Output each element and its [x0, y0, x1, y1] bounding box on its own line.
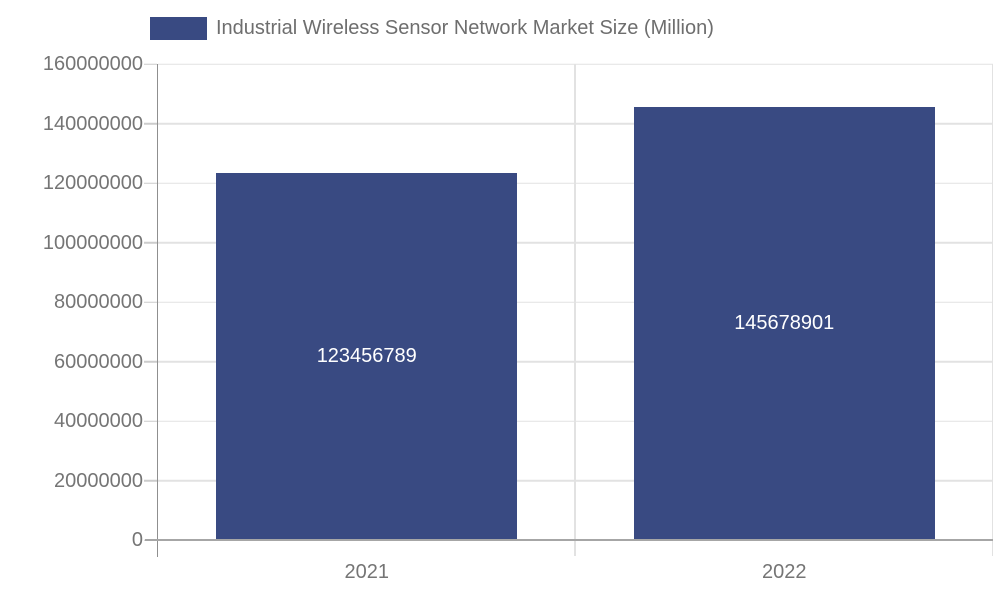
- gridline-vertical: [991, 64, 993, 556]
- x-tick-label: 2022: [762, 561, 807, 583]
- y-tick-mark: [144, 122, 157, 125]
- gridline-horizontal: [158, 479, 993, 482]
- y-tick-mark: [144, 360, 157, 363]
- y-tick-label: 20000000: [54, 469, 143, 492]
- gridline-horizontal: [158, 241, 993, 244]
- x-tick-label: 2021: [344, 561, 390, 583]
- y-tick-label: 80000000: [54, 291, 143, 313]
- y-tick-mark: [144, 420, 157, 422]
- y-tick-label: 0: [131, 529, 143, 551]
- y-tick-label: 100000000: [42, 231, 143, 254]
- y-tick-mark: [144, 301, 157, 303]
- y-tick-label: 60000000: [54, 350, 143, 373]
- gridline-horizontal: [158, 301, 993, 303]
- category-cell: 123456789: [158, 64, 576, 540]
- y-tick-mark: [144, 479, 157, 482]
- gridline-horizontal: [158, 182, 993, 184]
- gridline-horizontal: [158, 122, 993, 125]
- legend-swatch: [150, 17, 207, 40]
- bar-2022[interactable]: 145678901: [633, 106, 935, 540]
- y-axis-ticks: [144, 63, 157, 541]
- y-tick-mark: [144, 241, 157, 244]
- legend-item[interactable]: Industrial Wireless Sensor Network Marke…: [150, 17, 714, 40]
- y-tick-label: 120000000: [42, 172, 143, 194]
- y-tick-label: 40000000: [54, 410, 143, 432]
- gridline-horizontal: [158, 63, 993, 65]
- gridline-horizontal: [158, 360, 993, 363]
- y-tick-mark: [144, 63, 157, 65]
- bar-value-label: 123456789: [316, 344, 417, 367]
- y-tick-label: 140000000: [42, 112, 143, 135]
- bars-row: 123456789 145678901: [158, 64, 993, 540]
- x-axis-line: [145, 538, 993, 542]
- y-axis-labels: 0 20000000 40000000 60000000 80000000 1000000…: [0, 54, 143, 550]
- y-tick-mark: [144, 182, 157, 184]
- gridline-horizontal: [158, 420, 993, 422]
- plot-area: 123456789 145678901: [158, 63, 993, 556]
- x-axis-labels: 2021 2022: [158, 561, 993, 584]
- legend-label: Industrial Wireless Sensor Network Marke…: [216, 17, 714, 39]
- y-tick-label: 160000000: [42, 53, 143, 75]
- bar-2021[interactable]: 123456789: [216, 172, 518, 540]
- gridline-vertical: [574, 64, 576, 556]
- y-axis-line: [156, 64, 159, 557]
- category-cell: 145678901: [576, 64, 994, 540]
- bar-value-label: 145678901: [734, 311, 835, 334]
